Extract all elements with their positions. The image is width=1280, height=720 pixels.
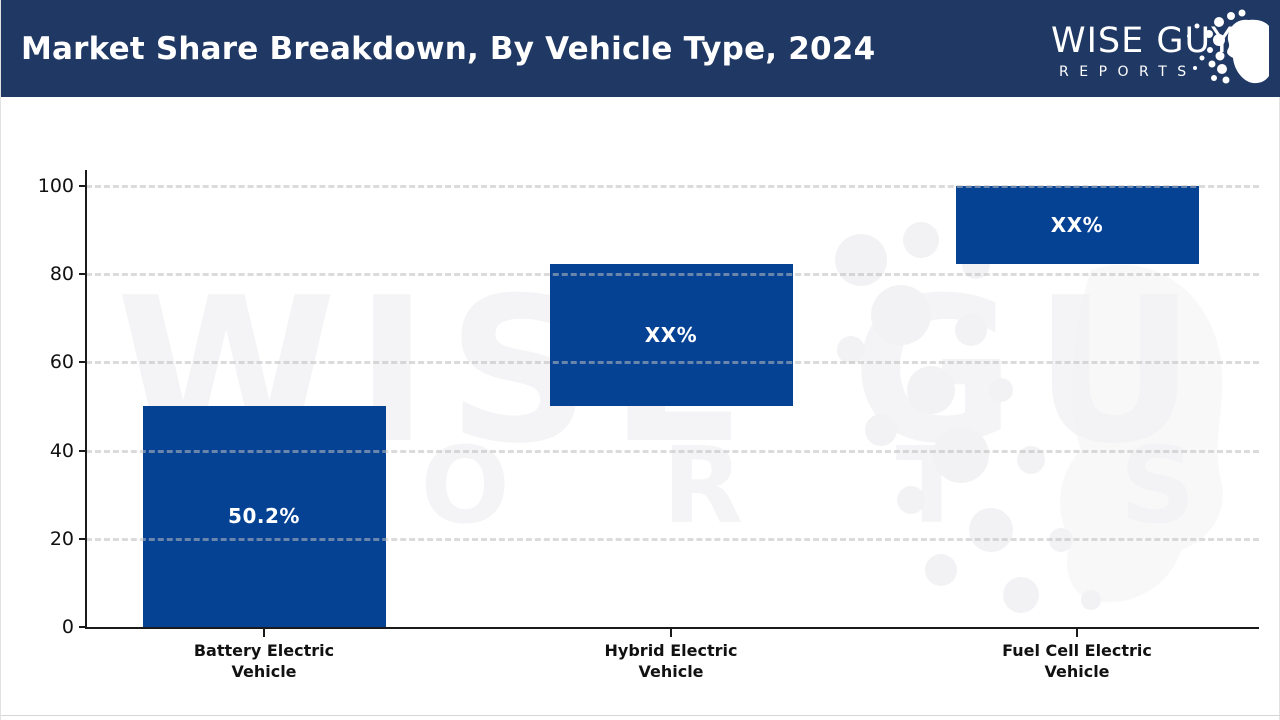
x-tick-3 (1076, 629, 1078, 637)
bar-value-label-3: XX% (1050, 212, 1104, 237)
y-tick-20 (79, 537, 86, 540)
category-label-line2: Vehicle (638, 662, 704, 681)
category-label-line2: Vehicle (231, 662, 297, 681)
header-band: Market Share Breakdown, By Vehicle Type,… (1, 0, 1280, 97)
gridline-40 (86, 449, 1259, 453)
page-title: Market Share Breakdown, By Vehicle Type,… (21, 30, 876, 67)
x-tick-label-2: Hybrid Electric Vehicle (541, 640, 801, 682)
x-tick-label-3: Fuel Cell Electric Vehicle (947, 640, 1207, 682)
category-label-line1: Hybrid Electric (604, 641, 738, 660)
x-tick-label-1: Battery Electric Vehicle (134, 640, 394, 682)
y-tick-label-60: 60 (49, 351, 74, 374)
bar-value-label-1: 50.2% (228, 504, 300, 529)
chart-plot-area: 0 20 40 60 80 100 50.2% XX% XX% Battery Electric V… (1, 97, 1280, 720)
logo-wordmark: WISE GUY (1051, 21, 1234, 61)
y-tick-60 (79, 361, 86, 364)
logo-face-icon (1187, 9, 1269, 83)
x-axis-line (85, 627, 1259, 629)
y-tick-100 (79, 185, 86, 187)
y-tick-label-0: 0 (61, 616, 74, 638)
bar-segment-2: XX% (549, 263, 793, 406)
category-label-line1: Battery Electric (193, 641, 335, 660)
x-tick-2 (670, 629, 672, 637)
y-tick-40 (79, 449, 86, 452)
logo-graphic: WISE GUY REPORTS (1051, 9, 1269, 83)
y-tick-label-40: 40 (49, 439, 74, 462)
category-label-line2: Vehicle (1044, 662, 1110, 681)
bar-segment-3: XX% (955, 186, 1199, 264)
x-tick-1 (263, 629, 265, 637)
y-tick-0 (79, 626, 86, 628)
logo-subtext: REPORTS (1059, 64, 1197, 80)
bar-value-label-2: XX% (644, 322, 698, 347)
y-tick-label-80: 80 (49, 263, 74, 286)
footer-divider (1, 715, 1280, 716)
gridline-100 (86, 185, 1259, 188)
y-tick-80 (79, 273, 86, 276)
wise-guy-reports-logo: WISE GUY REPORTS (1023, 6, 1273, 92)
y-tick-label-20: 20 (49, 527, 74, 550)
y-tick-label-100: 100 (37, 175, 74, 197)
gridline-60 (86, 361, 1259, 365)
y-axis-line (85, 170, 87, 629)
gridline-20 (86, 537, 1259, 541)
bar-segment-1: 50.2% (142, 405, 386, 627)
gridline-80 (86, 273, 1259, 277)
category-label-line1: Fuel Cell Electric (1002, 641, 1152, 660)
